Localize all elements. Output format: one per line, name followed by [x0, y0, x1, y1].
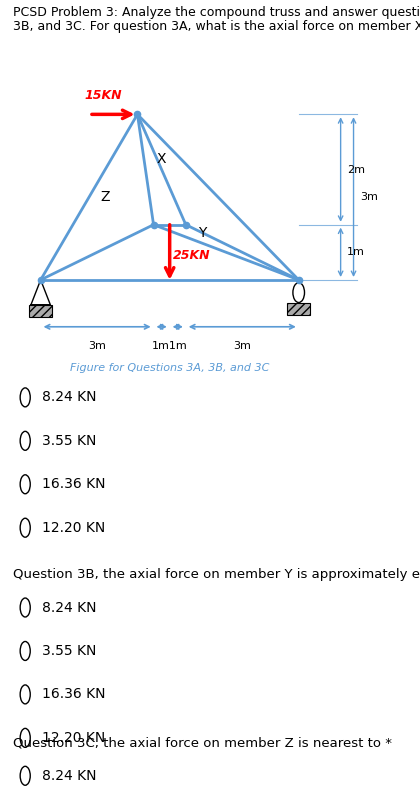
Polygon shape [31, 280, 50, 305]
Text: 3B, and 3C. For question 3A, what is the axial force on member X? *: 3B, and 3C. For question 3A, what is the… [13, 20, 420, 32]
Text: Figure for Questions 3A, 3B, and 3C: Figure for Questions 3A, 3B, and 3C [70, 363, 269, 373]
Text: PCSD Problem 3: Analyze the compound truss and answer questions 3A,: PCSD Problem 3: Analyze the compound tru… [13, 6, 420, 18]
Bar [29, 305, 52, 317]
Text: 3.55 KN: 3.55 KN [42, 434, 96, 448]
Text: X: X [157, 152, 166, 165]
Bar [287, 303, 310, 314]
Text: 3m: 3m [234, 340, 251, 351]
Text: 25KN: 25KN [173, 249, 210, 261]
Text: 8.24 KN: 8.24 KN [42, 600, 97, 615]
Text: Y: Y [198, 226, 206, 240]
Text: 12.20 KN: 12.20 KN [42, 521, 105, 535]
Text: Z: Z [100, 190, 110, 204]
Text: 3.55 KN: 3.55 KN [42, 644, 96, 658]
Text: 1m1m: 1m1m [152, 340, 188, 351]
Text: 16.36 KN: 16.36 KN [42, 477, 105, 491]
Text: 2m: 2m [347, 164, 365, 175]
Text: 16.36 KN: 16.36 KN [42, 687, 105, 702]
Text: 1m: 1m [347, 247, 365, 258]
Text: Question 3C, the axial force on member Z is nearest to *: Question 3C, the axial force on member Z… [13, 736, 391, 749]
Text: 8.24 KN: 8.24 KN [42, 390, 97, 404]
Text: Question 3B, the axial force on member Y is approximately equal to *: Question 3B, the axial force on member Y… [13, 568, 420, 581]
Text: 12.20 KN: 12.20 KN [42, 731, 105, 745]
Text: 15KN: 15KN [84, 89, 122, 102]
Text: 3m: 3m [360, 192, 378, 202]
Text: 8.24 KN: 8.24 KN [42, 769, 97, 783]
Text: 3m: 3m [88, 340, 106, 351]
